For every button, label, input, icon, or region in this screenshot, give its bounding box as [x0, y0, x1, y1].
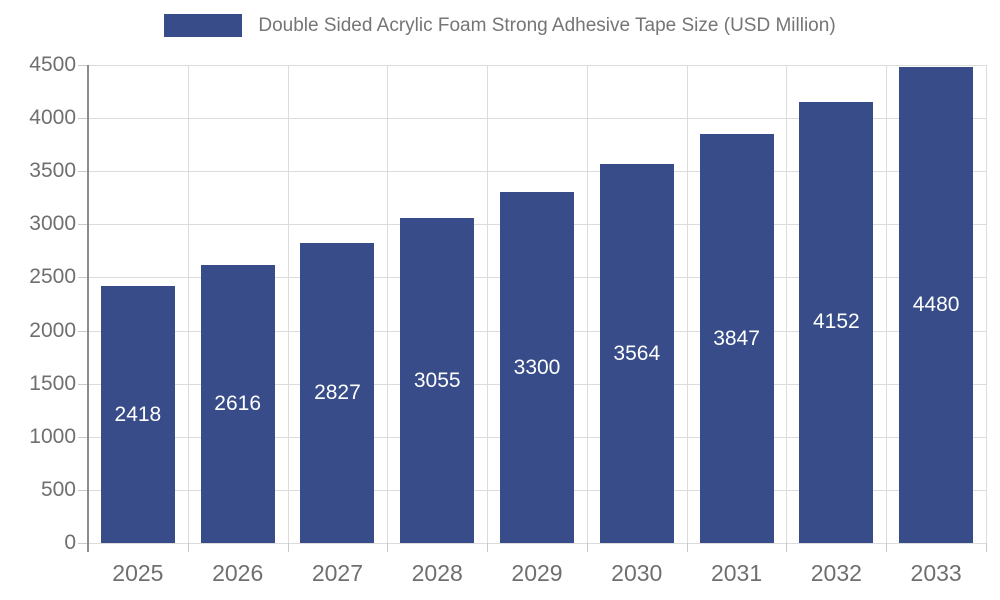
legend-swatch	[164, 14, 243, 37]
x-tick-mark	[686, 543, 688, 552]
bar	[899, 67, 974, 543]
y-axis-tick-label: 4000	[29, 106, 76, 130]
y-gridline	[88, 118, 986, 120]
x-tick-mark	[986, 543, 987, 552]
bar	[599, 164, 674, 543]
x-gridline	[187, 65, 189, 543]
x-gridline	[786, 65, 788, 543]
x-tick-mark	[786, 543, 788, 552]
y-gridline	[88, 171, 986, 173]
legend[interactable]: Double Sided Acrylic Foam Strong Adhesiv…	[0, 14, 1000, 37]
y-tick-mark	[78, 224, 88, 226]
x-tick-mark	[487, 543, 489, 552]
y-axis-tick-label: 500	[40, 477, 76, 501]
x-axis-tick-label: 2027	[311, 560, 364, 586]
y-axis-line	[87, 65, 89, 552]
y-tick-mark	[78, 277, 88, 279]
x-gridline	[986, 65, 987, 543]
legend-label: Double Sided Acrylic Foam Strong Adhesiv…	[258, 14, 836, 36]
bar-value-label: 3847	[713, 326, 760, 350]
x-axis-tick-label: 2029	[511, 560, 563, 586]
x-axis-tick-label: 2030	[611, 560, 663, 586]
y-tick-mark	[78, 543, 88, 544]
y-tick-mark	[78, 436, 88, 438]
x-axis-tick-label: 2028	[411, 560, 463, 586]
y-tick-mark	[78, 330, 88, 332]
x-gridline	[586, 65, 588, 543]
y-tick-mark	[78, 489, 88, 491]
x-tick-mark	[287, 543, 289, 552]
y-axis-tick-label: 3500	[29, 159, 76, 183]
bar-value-label: 2827	[314, 380, 361, 404]
x-axis-tick-label: 2033	[910, 560, 962, 586]
y-gridline	[88, 65, 986, 66]
bar	[799, 101, 874, 543]
y-tick-mark	[78, 65, 88, 66]
y-gridline	[88, 543, 986, 544]
y-axis-tick-label: 3000	[29, 212, 76, 236]
y-axis-tick-label: 0	[64, 531, 76, 554]
x-tick-mark	[187, 543, 189, 552]
y-axis-tick-label: 4500	[29, 53, 76, 76]
x-axis-tick-label: 2026	[212, 560, 264, 586]
x-gridline	[686, 65, 688, 543]
x-tick-mark	[586, 543, 588, 552]
bar	[100, 286, 175, 543]
y-tick-mark	[78, 171, 88, 173]
x-axis-tick-label: 2032	[810, 560, 862, 586]
x-axis-tick-label: 2031	[710, 560, 763, 586]
y-axis-tick-label: 2500	[29, 265, 76, 289]
bar-value-label: 3300	[513, 355, 561, 379]
bar	[200, 265, 275, 543]
x-axis-tick-label: 2025	[112, 560, 164, 586]
bar-value-label: 3055	[413, 368, 461, 392]
x-gridline	[387, 65, 389, 543]
bar-value-label: 4480	[912, 293, 960, 317]
y-tick-mark	[78, 118, 88, 120]
bar	[500, 192, 574, 543]
bar-value-label: 2616	[214, 392, 262, 416]
y-axis-tick-label: 1500	[29, 371, 76, 395]
y-axis-tick-label: 2000	[29, 318, 76, 342]
x-gridline	[487, 65, 489, 543]
bar-value-label: 2418	[114, 402, 162, 426]
x-tick-mark	[387, 543, 389, 552]
bar	[300, 242, 375, 543]
x-gridline	[287, 65, 289, 543]
bar	[400, 218, 475, 543]
y-tick-mark	[78, 383, 88, 385]
bar-value-label: 4152	[812, 310, 860, 334]
bar-value-label: 3564	[613, 341, 661, 365]
bar	[699, 134, 774, 543]
x-gridline	[886, 65, 888, 543]
y-axis-tick-label: 1000	[29, 424, 76, 448]
x-tick-mark	[886, 543, 888, 552]
